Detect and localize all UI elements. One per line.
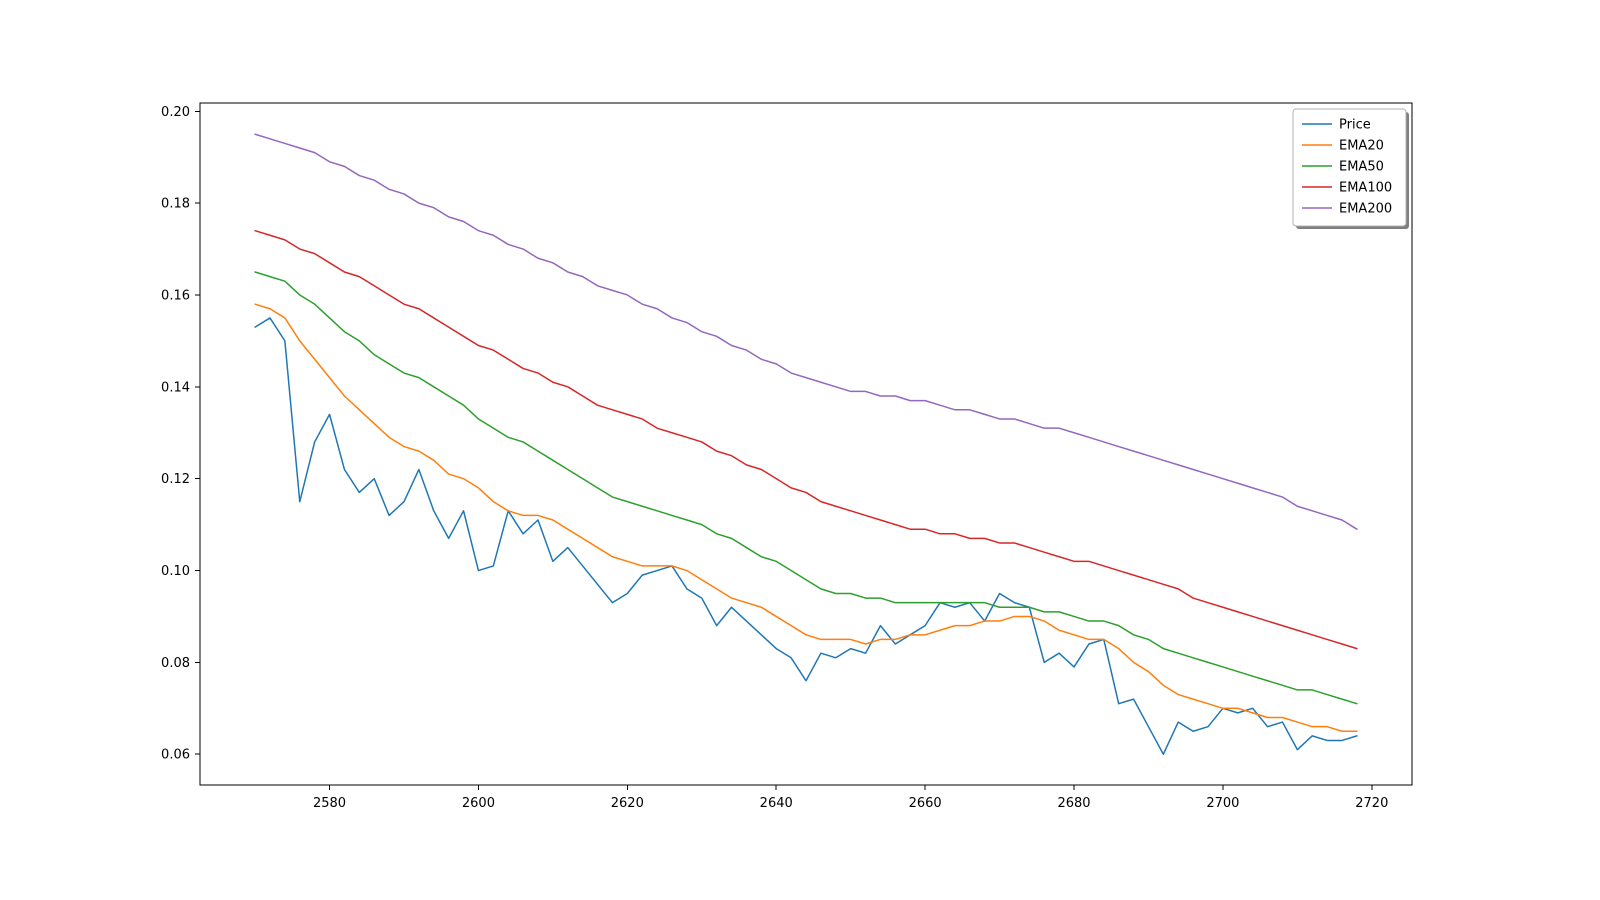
y-tick-label: 0.14 — [161, 380, 190, 395]
y-tick-label: 0.08 — [161, 656, 190, 671]
series-line-ema100 — [254, 229, 1358, 650]
legend-label: EMA100 — [1339, 181, 1392, 196]
legend-label: EMA50 — [1339, 160, 1384, 175]
y-tick-label: 0.16 — [161, 288, 190, 303]
series-line-ema50 — [254, 271, 1358, 705]
legend-label: Price — [1339, 118, 1371, 133]
legend-item-ema20: EMA20 — [1302, 139, 1384, 154]
y-tick-label: 0.18 — [161, 197, 190, 212]
x-tick-label: 2600 — [462, 796, 495, 811]
x-tick-label: 2680 — [1057, 796, 1090, 811]
y-tick-label: 0.20 — [161, 105, 190, 120]
series-line-price — [254, 317, 1358, 755]
legend-label: EMA200 — [1339, 202, 1392, 217]
x-tick-label: 2580 — [313, 796, 346, 811]
x-tick-label: 2640 — [760, 796, 793, 811]
y-tick-label: 0.12 — [161, 472, 190, 487]
y-tick-label: 0.06 — [161, 748, 190, 763]
y-tick-label: 0.10 — [161, 564, 190, 579]
series-line-ema200 — [254, 133, 1358, 530]
x-tick-label: 2660 — [909, 796, 942, 811]
legend: Price EMA20 EMA50 EMA100 EMA200 — [1292, 108, 1409, 229]
legend-item-price: Price — [1302, 118, 1371, 133]
axes-frame — [199, 102, 1413, 786]
x-tick-label: 2700 — [1206, 796, 1239, 811]
series-line-ema20 — [254, 303, 1358, 733]
x-tick-label: 2720 — [1355, 796, 1388, 811]
legend-box — [1292, 108, 1407, 227]
legend-item-ema50: EMA50 — [1302, 160, 1384, 175]
legend-item-ema100: EMA100 — [1302, 181, 1392, 196]
legend-label: EMA20 — [1339, 139, 1384, 154]
x-tick-label: 2620 — [611, 796, 644, 811]
legend-item-ema200: EMA200 — [1302, 202, 1392, 217]
